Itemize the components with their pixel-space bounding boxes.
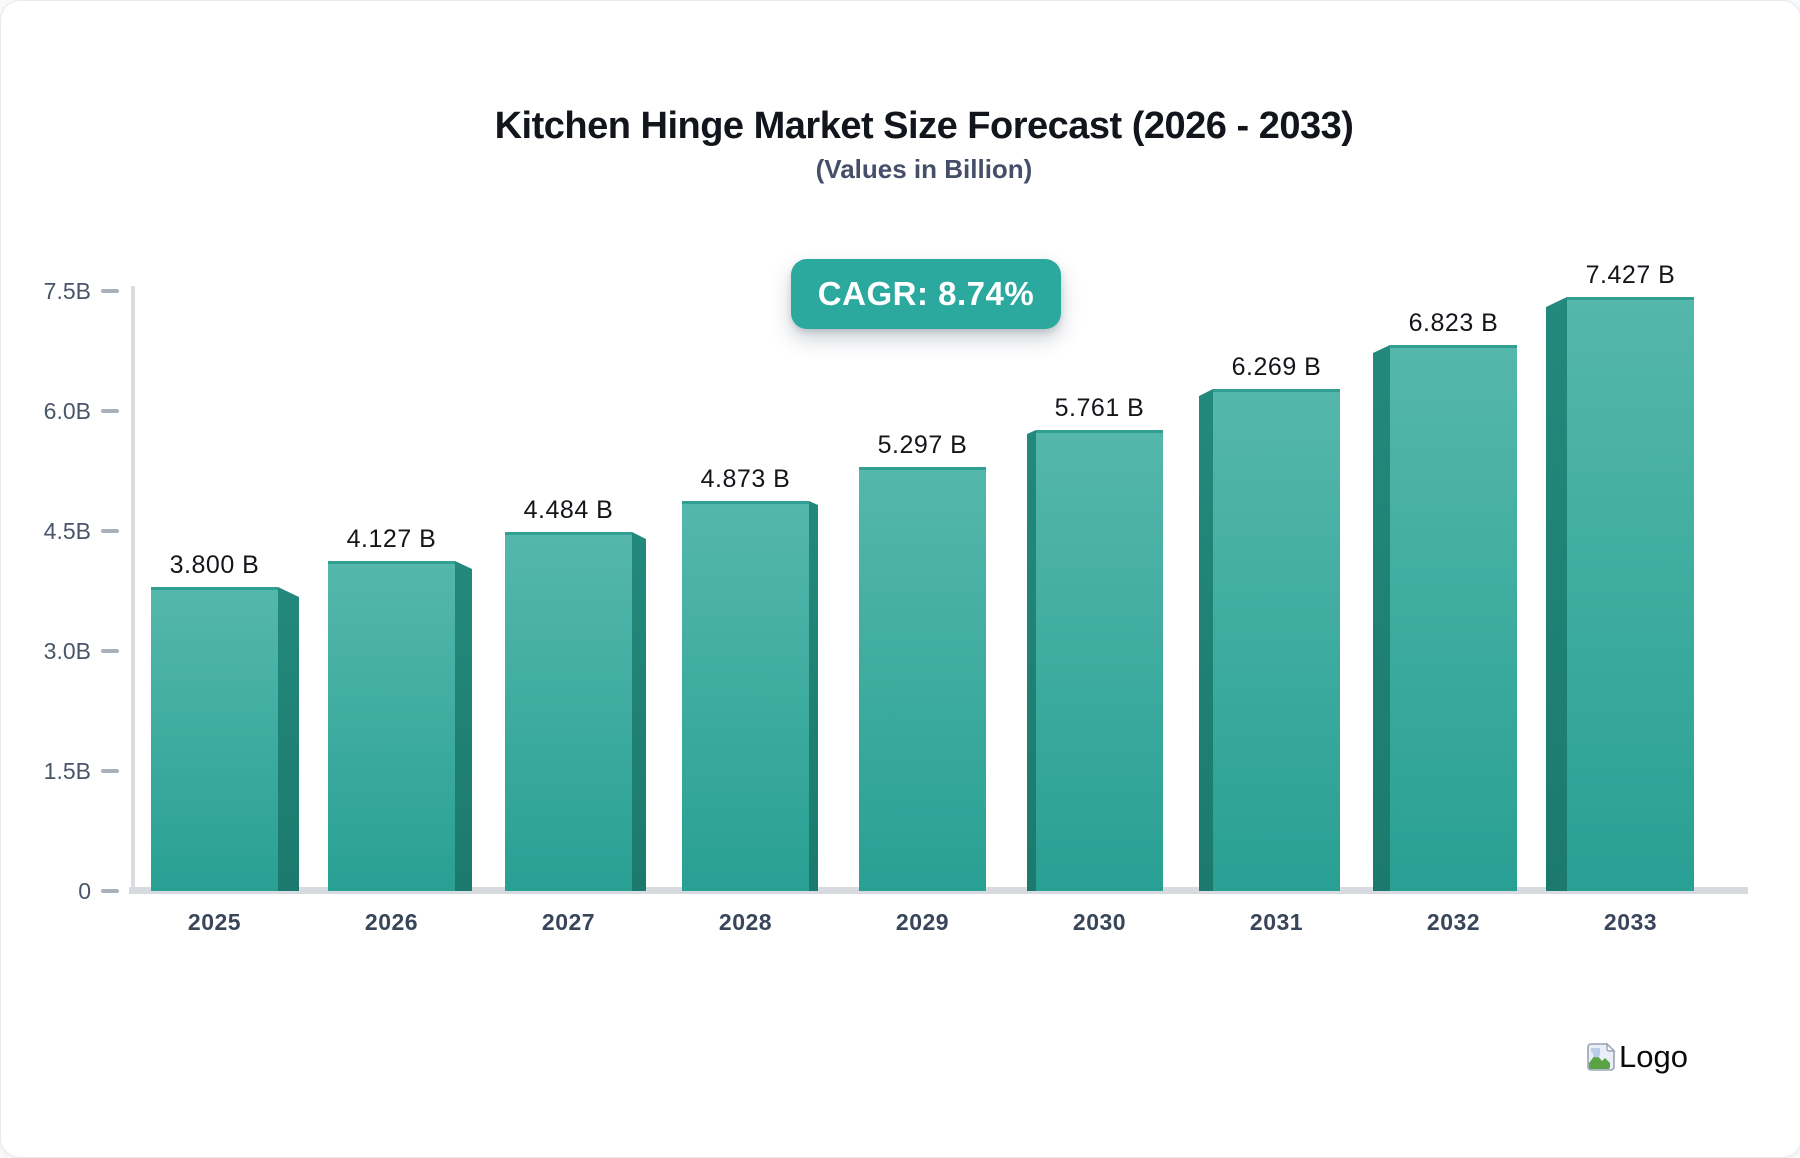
bar-top-edge (859, 467, 986, 470)
x-tick-label: 2026 (364, 909, 419, 935)
bar-side-2027 (632, 532, 646, 891)
chart-subtitle: (Values in Billion) (815, 154, 1033, 184)
logo-text: Logo (1619, 1039, 1688, 1074)
bar-top-edge (328, 561, 455, 564)
y-tick-dash (101, 529, 119, 533)
y-tick-dash (101, 769, 119, 773)
bar-value-label: 3.800 B (169, 551, 260, 579)
bar-value-label: 4.127 B (346, 525, 437, 553)
bar-2028 (682, 501, 809, 891)
y-tick-label: 6.0B (43, 398, 91, 424)
bar-top-edge (1036, 430, 1163, 433)
y-tick-label: 7.5B (43, 278, 91, 304)
y-tick-dash (101, 289, 119, 293)
bar-top-edge (1213, 389, 1340, 392)
bar-value-label: 5.761 B (1054, 394, 1145, 422)
bar-2033 (1567, 297, 1694, 891)
y-tick-label: 4.5B (43, 518, 91, 544)
bar-top-edge (505, 532, 632, 535)
logo: Logo (1585, 1039, 1688, 1075)
cagr-badge: CAGR: 8.74% (791, 259, 1061, 329)
y-tick-label: 1.5B (43, 758, 91, 784)
bar-side-2033 (1546, 297, 1567, 891)
bar-value-label: 4.873 B (700, 465, 791, 493)
bar-2032 (1390, 345, 1517, 891)
x-tick-label: 2033 (1603, 909, 1658, 935)
bar-top-edge (1567, 297, 1694, 300)
bar-top-edge (1390, 345, 1517, 348)
bar-value-label: 6.269 B (1231, 353, 1322, 381)
bar-value-label: 6.823 B (1408, 309, 1499, 337)
chart-title: Kitchen Hinge Market Size Forecast (2026… (494, 105, 1354, 147)
bar-2030 (1036, 430, 1163, 891)
bar-value-label: 7.427 B (1585, 261, 1676, 289)
bar-top-edge (151, 587, 278, 590)
x-tick-label: 2028 (718, 909, 773, 935)
x-tick-label: 2031 (1249, 909, 1304, 935)
y-tick-label: 0 (78, 878, 91, 904)
x-tick-label: 2029 (895, 909, 950, 935)
x-tick-label: 2025 (187, 909, 242, 935)
y-axis-line (131, 286, 135, 891)
y-tick-dash (101, 889, 119, 893)
bar-side-2028 (809, 501, 818, 891)
bar-side-2025 (278, 587, 299, 891)
bar-side-2031 (1199, 389, 1213, 891)
y-tick-label: 3.0B (43, 638, 91, 664)
x-tick-label: 2032 (1426, 909, 1481, 935)
bar-side-2032 (1373, 345, 1390, 891)
bar-side-2030 (1027, 430, 1036, 891)
x-tick-label: 2030 (1072, 909, 1127, 935)
bar-2026 (328, 561, 455, 891)
bar-2027 (505, 532, 632, 891)
bar-2029 (859, 467, 986, 891)
bar-value-label: 4.484 B (523, 496, 614, 524)
bar-2025 (151, 587, 278, 891)
bar-top-edge (682, 501, 809, 504)
bar-value-label: 5.297 B (877, 431, 968, 459)
x-tick-label: 2027 (541, 909, 596, 935)
y-tick-dash (101, 649, 119, 653)
y-tick-dash (101, 409, 119, 413)
bars-layer (151, 297, 1694, 891)
cagr-badge-label: CAGR: 8.74% (817, 275, 1035, 312)
broken-image-icon (1587, 1042, 1616, 1071)
bar-2031 (1213, 389, 1340, 891)
bar-side-2026 (455, 561, 472, 891)
